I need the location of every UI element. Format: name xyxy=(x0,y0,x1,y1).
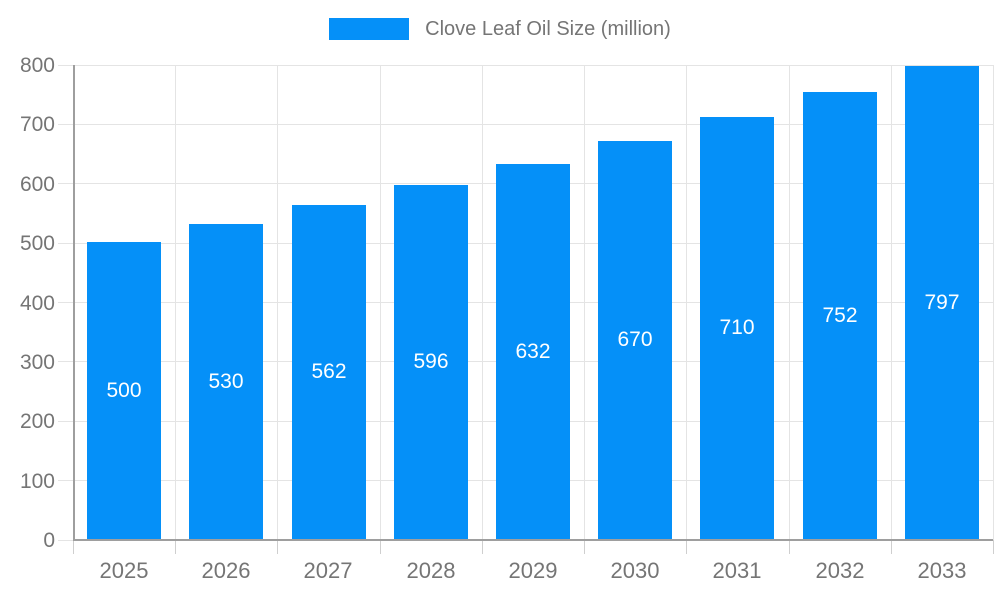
x-axis-line xyxy=(73,539,993,541)
x-gridline xyxy=(175,65,176,540)
plot-area: 0 100 200 300 400 500 600 700 800 500 2025 530 2026 5… xyxy=(20,55,994,582)
bar-value-label: 797 xyxy=(924,290,960,314)
y-axis-tick-label: 0 xyxy=(43,529,55,552)
bar-2032[interactable]: 752 xyxy=(803,92,877,539)
bar-2031[interactable]: 710 xyxy=(700,117,774,539)
x-axis-tick xyxy=(73,540,74,554)
bar-2025[interactable]: 500 xyxy=(87,242,161,539)
x-axis-tick-label: 2029 xyxy=(508,558,558,583)
x-axis-tick xyxy=(277,540,278,554)
legend[interactable]: Clove Leaf Oil Size (million) xyxy=(0,18,1000,40)
x-gridline xyxy=(686,65,687,540)
x-gridline xyxy=(789,65,790,540)
y-axis-tick-label: 400 xyxy=(19,291,55,315)
legend-label: Clove Leaf Oil Size (million) xyxy=(425,18,671,40)
x-gridline xyxy=(380,65,381,540)
x-gridline xyxy=(584,65,585,540)
x-gridline xyxy=(277,65,278,540)
x-axis-tick-label: 2030 xyxy=(610,558,660,583)
bar-2026[interactable]: 530 xyxy=(189,224,263,539)
y-gridline xyxy=(58,123,993,125)
x-axis-tick xyxy=(482,540,483,554)
x-gridline xyxy=(482,65,483,540)
y-gridline xyxy=(58,64,993,66)
x-gridline xyxy=(891,65,892,540)
x-axis-tick-label: 2032 xyxy=(815,558,865,583)
y-axis-tick-label: 200 xyxy=(19,410,55,434)
bar-2033[interactable]: 797 xyxy=(905,66,979,539)
y-axis-tick-label: 300 xyxy=(19,350,55,374)
bar-value-label: 562 xyxy=(311,360,347,383)
bar-2030[interactable]: 670 xyxy=(598,141,672,539)
x-axis-tick-label: 2031 xyxy=(712,558,762,583)
x-axis-tick xyxy=(891,540,892,554)
x-axis-tick xyxy=(175,540,176,554)
y-axis-tick-label: 100 xyxy=(19,469,55,493)
x-gridline xyxy=(993,65,994,540)
x-axis-tick-label: 2033 xyxy=(917,558,967,583)
x-axis-tick xyxy=(686,540,687,554)
x-axis-tick-label: 2028 xyxy=(406,558,456,583)
bar-value-label: 596 xyxy=(413,350,449,373)
x-axis-tick-label: 2026 xyxy=(201,558,251,583)
x-axis-tick xyxy=(993,540,994,554)
bar-value-label: 500 xyxy=(106,378,142,402)
bar-2028[interactable]: 596 xyxy=(394,185,468,539)
legend-swatch xyxy=(329,18,410,40)
bar-value-label: 670 xyxy=(617,328,653,351)
x-axis-tick xyxy=(584,540,585,554)
y-axis-tick-label: 600 xyxy=(19,172,55,196)
y-axis-line xyxy=(73,65,75,540)
bar-value-label: 752 xyxy=(822,303,858,327)
bar-2027[interactable]: 562 xyxy=(292,205,366,539)
y-axis-tick-label: 500 xyxy=(19,232,55,256)
y-axis-tick-label: 800 xyxy=(19,54,55,77)
bar-2029[interactable]: 632 xyxy=(496,164,570,539)
x-axis-tick xyxy=(789,540,790,554)
x-axis-tick-label: 2027 xyxy=(303,558,353,583)
x-axis-tick-label: 2025 xyxy=(99,558,149,583)
x-axis-tick xyxy=(380,540,381,554)
bar-value-label: 530 xyxy=(208,369,244,393)
bar-value-label: 632 xyxy=(515,339,551,363)
bar-value-label: 710 xyxy=(719,316,755,339)
y-axis-tick-label: 700 xyxy=(19,113,55,137)
